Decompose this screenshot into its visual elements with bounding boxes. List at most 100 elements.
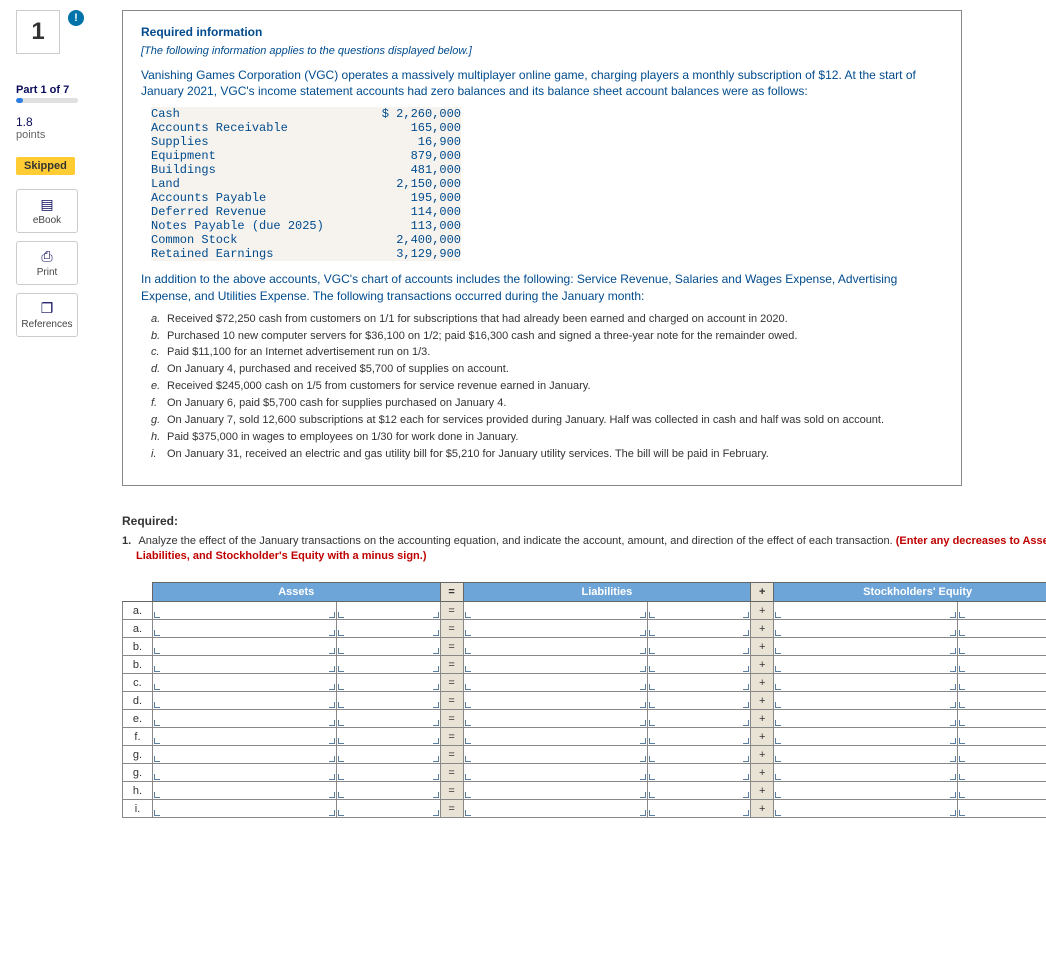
equals-cell: = (440, 764, 463, 782)
equity-amount-input[interactable] (958, 620, 1046, 638)
equity-account-input[interactable] (774, 602, 958, 620)
liabilities-amount-input[interactable] (647, 710, 751, 728)
assets-account-input[interactable] (152, 620, 336, 638)
equity-amount-input[interactable] (958, 710, 1046, 728)
references-label: References (21, 319, 72, 330)
assets-account-input[interactable] (152, 638, 336, 656)
print-button[interactable]: ⎙ Print (16, 241, 78, 285)
assets-amount-input[interactable] (337, 674, 441, 692)
assets-amount-input[interactable] (337, 692, 441, 710)
equity-amount-input[interactable] (958, 746, 1046, 764)
table-row: b.=+ (123, 638, 1046, 656)
equity-account-input[interactable] (774, 800, 958, 818)
equity-account-input[interactable] (774, 728, 958, 746)
equals-cell: = (440, 782, 463, 800)
liabilities-account-input[interactable] (463, 764, 647, 782)
equity-account-input[interactable] (774, 710, 958, 728)
assets-account-input[interactable] (152, 728, 336, 746)
equity-amount-input[interactable] (958, 692, 1046, 710)
assets-amount-input[interactable] (337, 620, 441, 638)
question-number-box: 1 (16, 10, 60, 54)
row-label: f. (123, 728, 153, 746)
transaction-text: Paid $375,000 in wages to employees on 1… (167, 431, 518, 443)
assets-account-input[interactable] (152, 602, 336, 620)
row-label: a. (123, 620, 153, 638)
liabilities-account-input[interactable] (463, 692, 647, 710)
assets-account-input[interactable] (152, 674, 336, 692)
assets-amount-input[interactable] (337, 764, 441, 782)
liabilities-amount-input[interactable] (647, 782, 751, 800)
equity-amount-input[interactable] (958, 728, 1046, 746)
equity-account-input[interactable] (774, 656, 958, 674)
liabilities-account-input[interactable] (463, 602, 647, 620)
equity-account-input[interactable] (774, 764, 958, 782)
row-label: b. (123, 656, 153, 674)
liabilities-account-input[interactable] (463, 746, 647, 764)
assets-amount-input[interactable] (337, 656, 441, 674)
liabilities-amount-input[interactable] (647, 620, 751, 638)
liabilities-amount-input[interactable] (647, 674, 751, 692)
assets-account-input[interactable] (152, 710, 336, 728)
equity-amount-input[interactable] (958, 674, 1046, 692)
assets-amount-input[interactable] (337, 710, 441, 728)
assets-account-input[interactable] (152, 656, 336, 674)
liabilities-account-input[interactable] (463, 728, 647, 746)
plus-cell: + (751, 728, 774, 746)
equity-amount-input[interactable] (958, 638, 1046, 656)
equity-amount-input[interactable] (958, 602, 1046, 620)
liabilities-amount-input[interactable] (647, 656, 751, 674)
liabilities-account-input[interactable] (463, 800, 647, 818)
balance-value: 165,000 (351, 121, 461, 135)
assets-amount-input[interactable] (337, 800, 441, 818)
equity-amount-input[interactable] (958, 800, 1046, 818)
balance-label: Common Stock (151, 233, 351, 247)
liabilities-account-input[interactable] (463, 638, 647, 656)
liabilities-account-input[interactable] (463, 710, 647, 728)
liabilities-account-input[interactable] (463, 674, 647, 692)
liabilities-amount-input[interactable] (647, 764, 751, 782)
equity-account-input[interactable] (774, 638, 958, 656)
equals-cell: = (440, 674, 463, 692)
liabilities-account-input[interactable] (463, 782, 647, 800)
book-icon: ▤ (19, 196, 75, 213)
assets-amount-input[interactable] (337, 638, 441, 656)
equity-amount-input[interactable] (958, 764, 1046, 782)
plus-cell: + (751, 620, 774, 638)
transaction-item: d.On January 4, purchased and received $… (151, 362, 943, 377)
assets-account-input[interactable] (152, 782, 336, 800)
assets-account-input[interactable] (152, 746, 336, 764)
assets-amount-input[interactable] (337, 728, 441, 746)
assets-amount-input[interactable] (337, 602, 441, 620)
assets-account-input[interactable] (152, 800, 336, 818)
assets-account-input[interactable] (152, 764, 336, 782)
equity-amount-input[interactable] (958, 656, 1046, 674)
balance-sheet-table: Cash$ 2,260,000Accounts Receivable165,00… (151, 107, 943, 261)
equity-account-input[interactable] (774, 746, 958, 764)
transaction-text: On January 4, purchased and received $5,… (167, 363, 509, 375)
transaction-marker: g. (151, 413, 160, 428)
assets-amount-input[interactable] (337, 782, 441, 800)
liabilities-account-input[interactable] (463, 656, 647, 674)
liabilities-amount-input[interactable] (647, 692, 751, 710)
equity-account-input[interactable] (774, 692, 958, 710)
required-heading: Required: (122, 514, 1046, 528)
equity-account-input[interactable] (774, 620, 958, 638)
liabilities-account-input[interactable] (463, 620, 647, 638)
liabilities-amount-input[interactable] (647, 728, 751, 746)
liabilities-amount-input[interactable] (647, 746, 751, 764)
info-badge[interactable]: ! (68, 10, 84, 26)
ebook-button[interactable]: ▤ eBook (16, 189, 78, 233)
liabilities-amount-input[interactable] (647, 602, 751, 620)
liabilities-amount-input[interactable] (647, 638, 751, 656)
liabilities-amount-input[interactable] (647, 800, 751, 818)
equity-account-input[interactable] (774, 782, 958, 800)
balance-value: 195,000 (351, 191, 461, 205)
assets-account-input[interactable] (152, 692, 336, 710)
equity-account-input[interactable] (774, 674, 958, 692)
references-button[interactable]: ❐ References (16, 293, 78, 337)
table-row: g.=+ (123, 764, 1046, 782)
transaction-item: c.Paid $11,100 for an Internet advertise… (151, 345, 943, 360)
table-row: a.=+ (123, 620, 1046, 638)
assets-amount-input[interactable] (337, 746, 441, 764)
equity-amount-input[interactable] (958, 782, 1046, 800)
